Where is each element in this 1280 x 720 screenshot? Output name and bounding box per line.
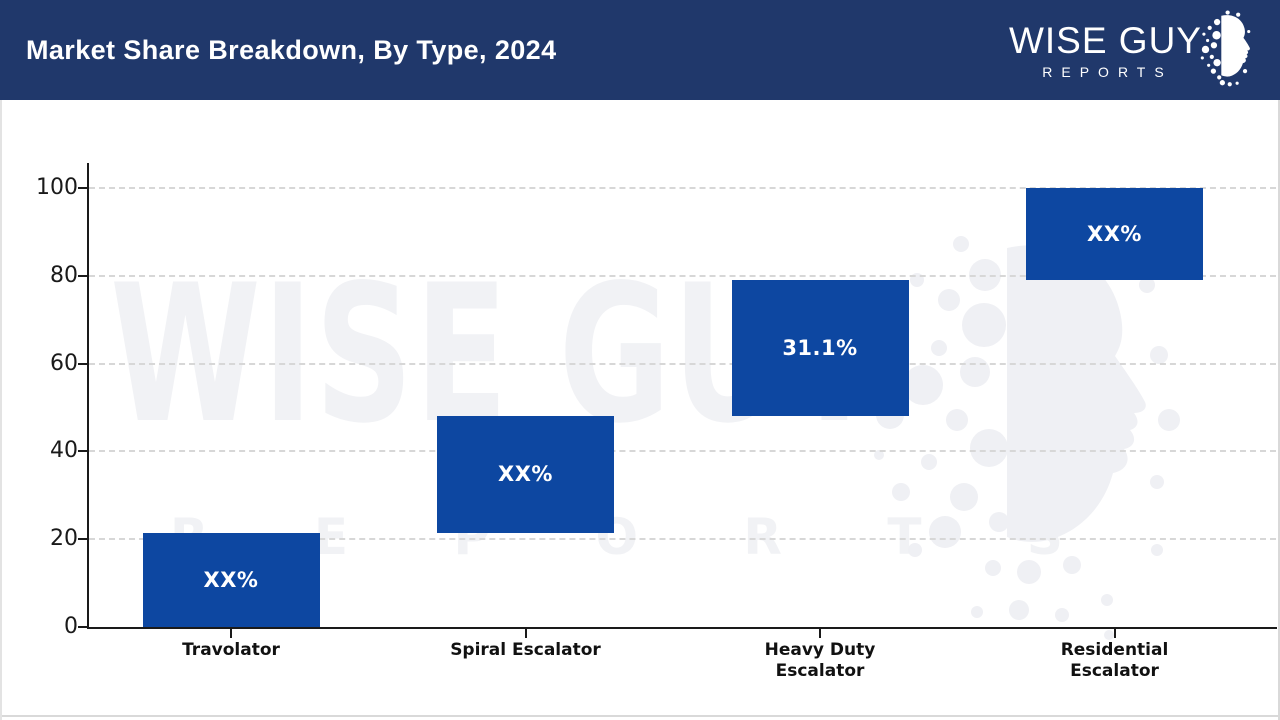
y-tick-mark-80: [78, 274, 87, 277]
bar-value-label-0: XX%: [203, 567, 259, 592]
chart-area: WISE GUY R E P O R T S 0 20 40 60 80 100 XX% Tr…: [0, 100, 1280, 720]
bar-3: XX%: [1026, 188, 1203, 280]
x-category-label-line: Spiral Escalator: [450, 640, 601, 660]
x-category-label-3: Residential Escalator: [995, 640, 1235, 683]
x-category-label-line: Travolator: [182, 640, 280, 660]
y-tick-label-0: 0: [64, 614, 78, 639]
y-tick-label-80: 80: [50, 262, 78, 288]
bar-value-label-3: XX%: [1087, 221, 1142, 246]
brand-subtitle: REPORTS: [1042, 63, 1173, 80]
watermark-head-icon: [874, 223, 1180, 640]
gridline-80: [89, 274, 1276, 277]
y-tick-label-20: 20: [50, 526, 78, 552]
y-tick-mark-60: [78, 362, 87, 365]
y-axis-line: [87, 163, 89, 629]
brand-name: WISE GUY: [1008, 19, 1202, 61]
y-tick-label-40: 40: [50, 438, 78, 464]
gridline-60: [89, 362, 1276, 365]
y-tick-label-60: 60: [50, 350, 78, 376]
x-category-label-line: Escalator: [775, 661, 865, 682]
x-category-label-line: Escalator: [1070, 661, 1159, 682]
y-tick-mark-0: [78, 626, 87, 628]
x-category-label-line: Heavy Duty: [764, 640, 876, 660]
x-category-label-1: Spiral Escalator: [406, 640, 646, 661]
y-tick-mark-100: [78, 187, 87, 189]
bottom-divider: [2, 715, 1278, 717]
bar-value-label-1: XX%: [498, 462, 553, 487]
x-category-label-2: Heavy Duty Escalator: [700, 640, 940, 683]
brand-head-icon: [1200, 10, 1251, 87]
brand-logo: WISE GUY REPORTS: [1009, 9, 1254, 91]
bar-2: 31.1%: [731, 279, 909, 417]
bar-1: XX%: [437, 416, 614, 533]
y-tick-label-100: 100: [36, 175, 78, 200]
x-axis-line: [87, 627, 1277, 629]
brand-logo-text: WISE GUY REPORTS: [1009, 22, 1202, 79]
x-tick-mark-3: [1113, 629, 1116, 638]
x-category-label-0: Travolator: [111, 640, 351, 661]
header: Market Share Breakdown, By Type, 2024 WI…: [0, 0, 1280, 100]
bar-value-label-2: 31.1%: [782, 336, 858, 360]
gridline-20: [89, 538, 1276, 541]
x-category-label-line: Residential: [1060, 640, 1169, 660]
gridline-40: [89, 450, 1276, 453]
y-tick-mark-20: [78, 538, 87, 541]
gridline-100: [89, 187, 1276, 189]
bar-0: XX%: [142, 532, 320, 627]
page-title: Market Share Breakdown, By Type, 2024: [26, 34, 557, 65]
x-tick-mark-2: [819, 629, 821, 638]
x-tick-mark-0: [230, 629, 232, 638]
x-tick-mark-1: [524, 629, 527, 638]
y-tick-mark-40: [78, 450, 87, 453]
